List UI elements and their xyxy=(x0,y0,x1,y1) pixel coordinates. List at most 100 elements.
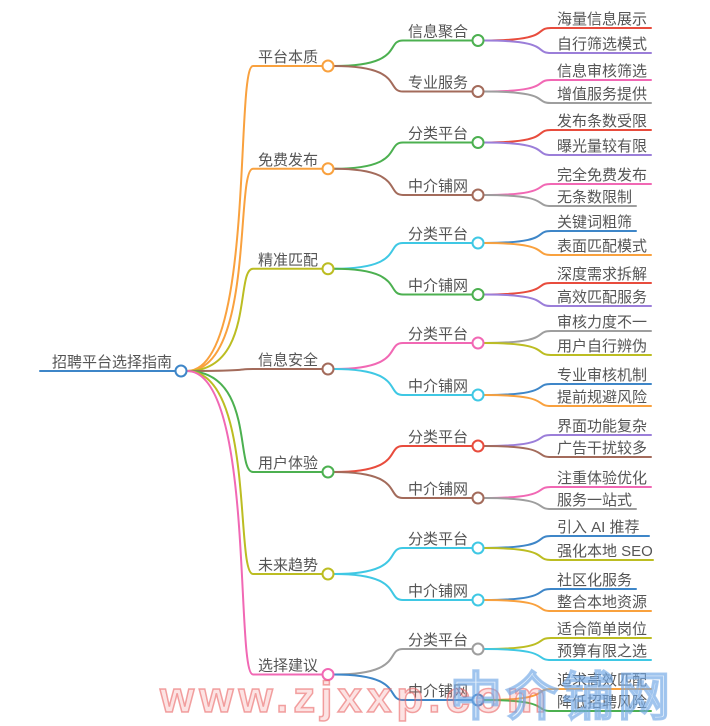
leaf-connector xyxy=(483,497,637,510)
branch-node-circle[interactable] xyxy=(321,362,335,376)
branch-connector xyxy=(186,370,323,575)
subtopic-label[interactable]: 中介铺网 xyxy=(408,583,468,600)
branch-node-circle[interactable] xyxy=(321,59,335,73)
leaf-label[interactable]: 追求高效匹配 xyxy=(557,672,647,689)
leaf-label[interactable]: 界面功能复杂 xyxy=(557,417,647,435)
branch-label[interactable]: 平台本质 xyxy=(258,49,318,66)
subtopic-label[interactable]: 分类平台 xyxy=(408,429,468,446)
subtopic-node-circle[interactable] xyxy=(471,388,485,402)
leaf-label[interactable]: 表面匹配模式 xyxy=(557,238,647,255)
leaf-connector xyxy=(483,293,652,307)
leaf-label[interactable]: 审核力度不一 xyxy=(557,314,647,331)
subtopic-label[interactable]: 分类平台 xyxy=(408,531,468,548)
subtopic-label[interactable]: 分类平台 xyxy=(408,632,468,649)
leaf-label[interactable]: 关键词粗筛 xyxy=(557,214,632,231)
branch-connector xyxy=(186,167,323,372)
leaf-label[interactable]: 无条数限制 xyxy=(557,189,632,206)
subtopic-connector xyxy=(333,242,473,270)
leaf-label[interactable]: 注重体验优化 xyxy=(557,470,647,487)
subtopic-node-circle[interactable] xyxy=(471,336,485,350)
leaf-label[interactable]: 信息审核筛选 xyxy=(557,63,647,80)
leaf-label[interactable]: 增值服务提供 xyxy=(557,86,647,103)
subtopic-label[interactable]: 分类平台 xyxy=(408,126,468,143)
subtopic-label[interactable]: 中介铺网 xyxy=(408,378,468,395)
root-label[interactable]: 招聘平台选择指南 xyxy=(52,354,172,371)
subtopic-connector xyxy=(333,342,473,370)
leaf-connector xyxy=(483,230,637,244)
subtopic-connector xyxy=(333,573,473,601)
root-node-circle[interactable] xyxy=(174,364,188,378)
branch-node-circle[interactable] xyxy=(321,668,335,681)
leaf-connector xyxy=(483,129,652,144)
branch-label[interactable]: 免费发布 xyxy=(258,152,318,169)
subtopic-label[interactable]: 分类平台 xyxy=(408,326,468,343)
subtopic-node-circle[interactable] xyxy=(471,236,485,250)
leaf-label[interactable]: 高效匹配服务 xyxy=(557,289,647,306)
branch-label[interactable]: 精准匹配 xyxy=(258,252,318,269)
leaf-label[interactable]: 强化本地 SEO xyxy=(557,543,653,560)
leaf-connector xyxy=(483,699,652,712)
leaf-connector xyxy=(483,194,637,207)
subtopic-connector xyxy=(333,65,473,93)
leaf-connector xyxy=(483,547,654,561)
branch-node-circle[interactable] xyxy=(321,262,335,276)
leaf-connector xyxy=(483,535,650,549)
subtopic-label[interactable]: 信息聚合 xyxy=(408,24,468,41)
leaf-label[interactable]: 社区化服务 xyxy=(557,572,632,589)
subtopic-node-circle[interactable] xyxy=(471,693,485,707)
leaf-label[interactable]: 适合简单岗位 xyxy=(557,621,647,638)
branch-node-circle[interactable] xyxy=(321,567,335,581)
leaf-label[interactable]: 完全免费发布 xyxy=(557,166,647,184)
subtopic-node-circle[interactable] xyxy=(471,439,485,453)
leaf-connector xyxy=(483,445,652,458)
branch-label[interactable]: 选择建议 xyxy=(258,658,318,675)
subtopic-node-circle[interactable] xyxy=(471,491,485,505)
branch-label[interactable]: 信息安全 xyxy=(258,351,318,369)
leaf-label[interactable]: 发布条数受限 xyxy=(557,113,647,130)
leaf-label[interactable]: 深度需求拆解 xyxy=(557,266,647,283)
subtopic-label[interactable]: 中介铺网 xyxy=(408,278,468,295)
leaf-connector xyxy=(483,141,652,156)
subtopic-node-circle[interactable] xyxy=(471,136,485,149)
leaf-label[interactable]: 引入 AI 推荐 xyxy=(557,519,640,536)
leaf-label[interactable]: 专业审核机制 xyxy=(557,367,647,384)
leaf-label[interactable]: 整合本地资源 xyxy=(557,594,647,611)
subtopic-connector xyxy=(333,547,473,575)
leaf-label[interactable]: 降低招聘风险 xyxy=(557,694,647,711)
leaf-label[interactable]: 预算有限之选 xyxy=(557,642,647,660)
subtopic-node-circle[interactable] xyxy=(471,593,485,607)
leaf-label[interactable]: 用户自行辨伪 xyxy=(557,338,647,355)
subtopic-connector xyxy=(333,141,473,170)
subtopic-node-circle[interactable] xyxy=(471,642,485,656)
subtopic-label[interactable]: 中介铺网 xyxy=(408,178,468,195)
branch-node-circle[interactable] xyxy=(321,465,335,479)
subtopic-node-circle[interactable] xyxy=(471,288,485,301)
leaf-connector xyxy=(483,27,652,42)
branch-node-circle[interactable] xyxy=(321,162,335,176)
leaf-label[interactable]: 曝光量较有限 xyxy=(557,137,647,155)
leaf-label[interactable]: 广告干扰较多 xyxy=(557,439,647,457)
subtopic-connector xyxy=(333,445,473,473)
subtopic-label[interactable]: 专业服务 xyxy=(408,75,468,92)
subtopic-connector xyxy=(333,267,473,296)
branch-connector xyxy=(186,65,323,372)
leaf-label[interactable]: 海量信息展示 xyxy=(557,11,647,28)
leaf-label[interactable]: 服务一站式 xyxy=(557,492,632,509)
subtopic-node-circle[interactable] xyxy=(471,188,485,202)
leaf-connector xyxy=(483,394,652,407)
subtopic-connector xyxy=(333,39,473,67)
subtopic-label[interactable]: 分类平台 xyxy=(408,226,468,243)
leaf-connector xyxy=(483,599,652,612)
leaf-label[interactable]: 提前规避风险 xyxy=(557,389,647,406)
subtopic-node-circle[interactable] xyxy=(471,541,485,555)
branch-label[interactable]: 用户体验 xyxy=(258,455,318,472)
leaf-connector xyxy=(483,648,652,661)
subtopic-label[interactable]: 中介铺网 xyxy=(408,481,468,498)
subtopic-node-circle[interactable] xyxy=(471,34,485,47)
subtopic-label[interactable]: 中介铺网 xyxy=(408,683,468,700)
subtopic-node-circle[interactable] xyxy=(471,85,485,98)
leaf-connector xyxy=(483,90,652,104)
leaf-label[interactable]: 自行筛选模式 xyxy=(557,36,647,53)
branch-label[interactable]: 未来趋势 xyxy=(258,557,318,574)
